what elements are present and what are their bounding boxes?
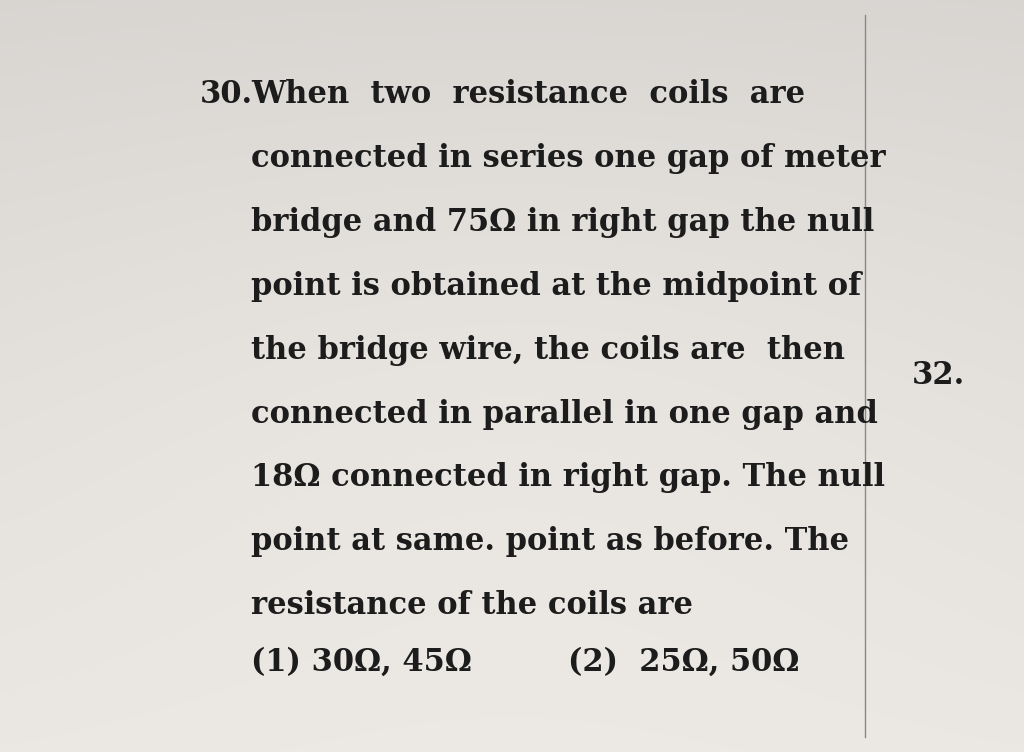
Text: (1) 30Ω, 45Ω: (1) 30Ω, 45Ω [251, 647, 472, 678]
Text: the bridge wire, the coils are  then: the bridge wire, the coils are then [251, 335, 845, 365]
Text: 32.: 32. [911, 360, 965, 392]
Text: When  two  resistance  coils  are: When two resistance coils are [251, 79, 805, 110]
Text: bridge and 75Ω in right gap the null: bridge and 75Ω in right gap the null [251, 207, 874, 238]
Text: point is obtained at the midpoint of: point is obtained at the midpoint of [251, 271, 861, 302]
Text: point at same. point as before. The: point at same. point as before. The [251, 526, 849, 557]
Text: resistance of the coils are: resistance of the coils are [251, 590, 693, 621]
Text: connected in series one gap of meter: connected in series one gap of meter [251, 143, 886, 174]
Text: connected in parallel in one gap and: connected in parallel in one gap and [251, 399, 878, 429]
Text: 30.: 30. [200, 79, 253, 110]
Text: 18Ω connected in right gap. The null: 18Ω connected in right gap. The null [251, 462, 885, 493]
Text: (2)  25Ω, 50Ω: (2) 25Ω, 50Ω [568, 647, 800, 678]
